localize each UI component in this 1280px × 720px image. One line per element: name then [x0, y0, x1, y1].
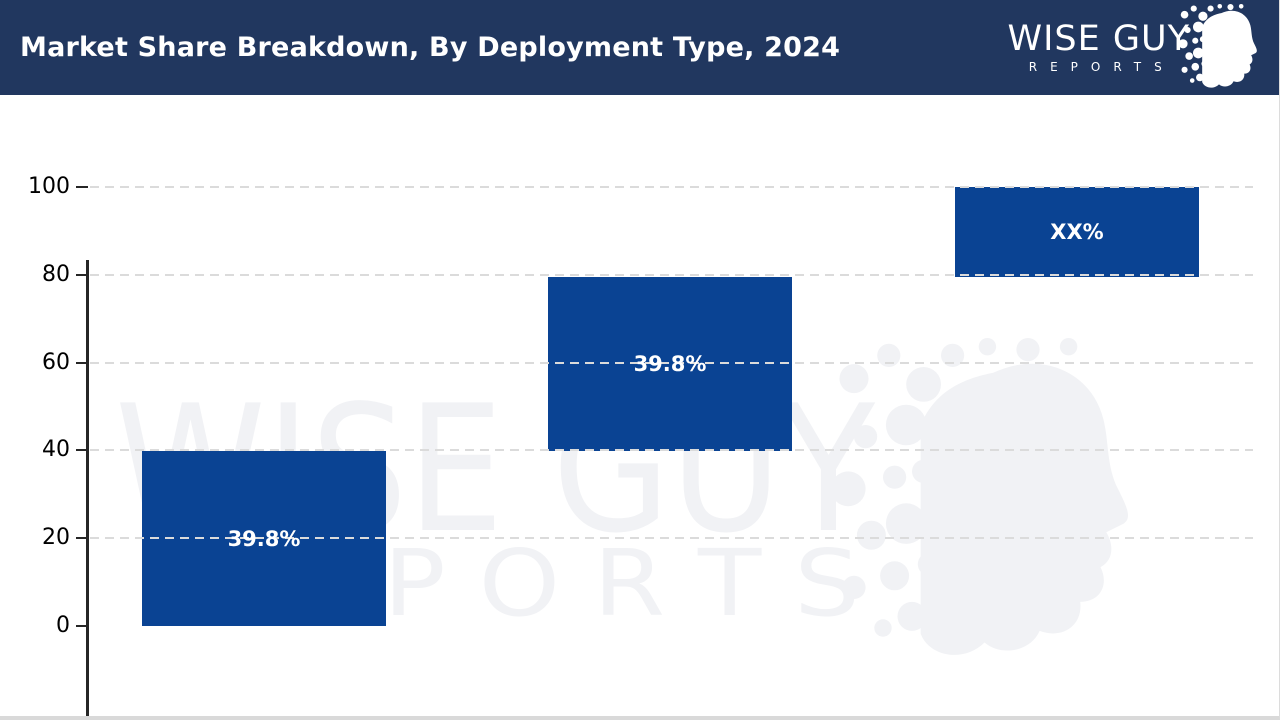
gridline: [90, 273, 1253, 276]
logo-wordmark: WISE GUY REPORTS: [1007, 19, 1190, 74]
y-tick-label: 40: [42, 437, 70, 463]
y-tick: [76, 273, 88, 276]
bar-value-label: 39.8%: [633, 351, 707, 376]
bar: [548, 276, 792, 452]
chart-title: Market Share Breakdown, By Deployment Ty…: [20, 32, 841, 63]
y-tick-label: 100: [28, 174, 70, 199]
y-tick-label: 20: [42, 525, 70, 551]
y-tick-label: 80: [42, 261, 70, 287]
y-tick: [76, 625, 88, 627]
chart-plot-area: WISE GUY R E P O R T S 0 20 40 60 80 100 39.8%…: [0, 95, 1279, 716]
watermark-head-icon: [830, 338, 1129, 655]
y-tick-label: 60: [42, 349, 70, 375]
bar-value-label: XX%: [1050, 219, 1104, 244]
y-tick: [76, 537, 88, 540]
gridline: [90, 186, 1253, 188]
brand-logo: WISE GUY REPORTS: [1007, 3, 1262, 92]
bar-value-label: 39.8%: [227, 526, 301, 551]
logo-primary-text: WISE GUY: [1007, 19, 1190, 59]
y-tick: [76, 361, 88, 364]
header: Market Share Breakdown, By Deployment Ty…: [0, 0, 1279, 95]
y-axis-line: [86, 260, 89, 716]
gridline: [90, 449, 1253, 452]
logo-secondary-text: REPORTS: [1028, 60, 1175, 74]
y-tick: [76, 449, 88, 452]
y-tick: [76, 186, 88, 188]
gridline: [90, 537, 1253, 540]
bar: [955, 187, 1199, 277]
y-tick-label: 0: [56, 613, 70, 638]
gridline: [90, 361, 1253, 364]
